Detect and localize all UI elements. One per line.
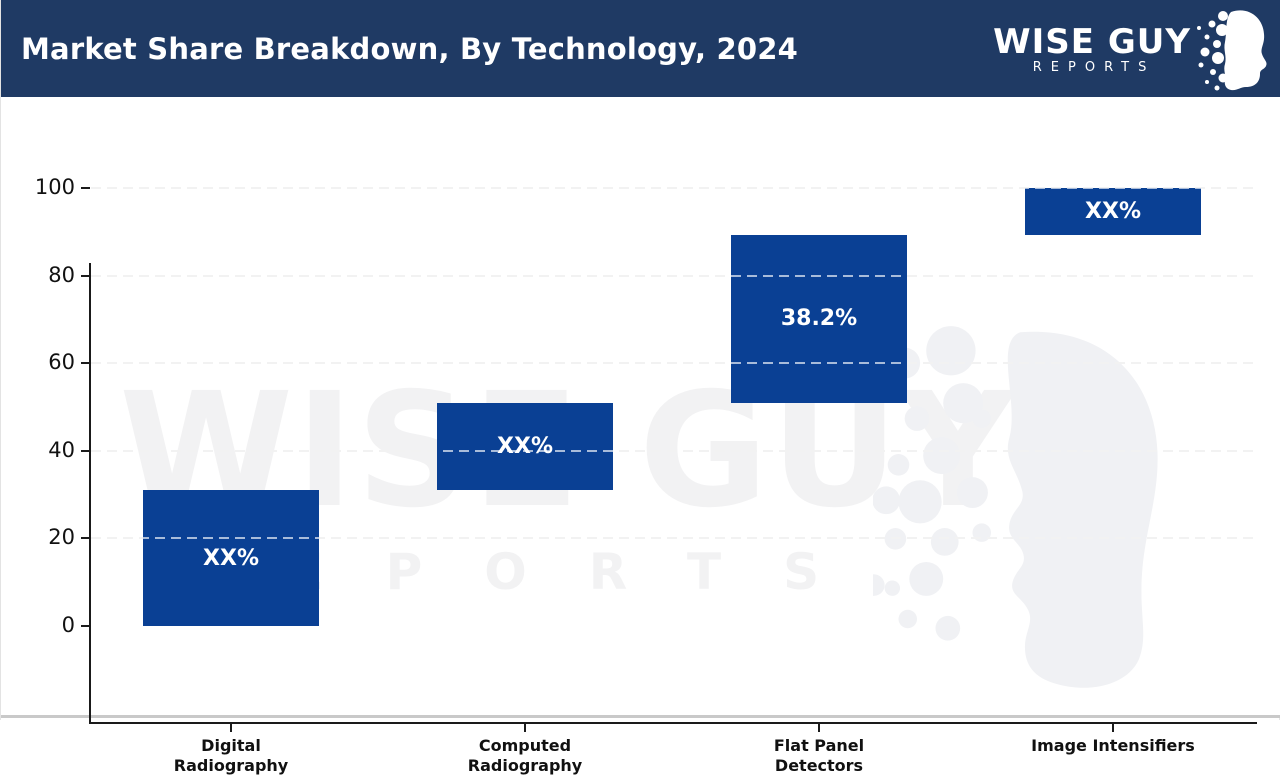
x-tick-label: Digital Radiography	[173, 736, 289, 775]
bar-segment: XX%	[143, 490, 319, 626]
x-tick-mark	[818, 724, 820, 732]
chart-area: WISE GUY REPORTS 020406080100XX%XX%38.2%…	[1, 97, 1280, 775]
bar-segment: XX%	[437, 402, 613, 491]
x-tick-mark	[230, 724, 232, 732]
page-title: Market Share Breakdown, By Technology, 2…	[21, 31, 799, 66]
y-tick-mark	[81, 362, 90, 365]
y-tick-mark	[81, 187, 90, 189]
y-tick-mark	[81, 625, 90, 627]
gridline-overlay	[91, 187, 1257, 189]
gridline-overlay	[91, 274, 1257, 277]
y-axis	[89, 263, 91, 724]
bar-value-label: XX%	[1085, 199, 1141, 225]
header-bar: Market Share Breakdown, By Technology, 2…	[1, 0, 1280, 97]
brand-name: WISE GUY	[993, 22, 1191, 62]
footer-divider	[1, 715, 1280, 718]
x-tick-label: Image Intensifiers	[1031, 736, 1195, 755]
y-tick-label: 20	[48, 525, 75, 550]
brand-head-icon	[1197, 10, 1267, 91]
gridline-overlay	[91, 537, 1257, 540]
bar-segment: XX%	[1025, 188, 1201, 236]
x-tick-mark	[1112, 724, 1114, 732]
bar-segment: 38.2%	[731, 235, 907, 403]
bar-value-label: XX%	[497, 433, 553, 459]
y-tick-label: 60	[48, 350, 75, 375]
brand-logo: WISE GUY REPORTS	[993, 6, 1271, 94]
x-tick-mark	[524, 724, 526, 732]
x-tick-label: Flat Panel Detectors	[773, 736, 865, 775]
bar-value-label: XX%	[203, 545, 259, 571]
y-tick-mark	[81, 537, 90, 540]
brand-subname: REPORTS	[1032, 60, 1156, 75]
y-tick-mark	[81, 449, 90, 452]
y-tick-label: 80	[48, 262, 75, 287]
gridline-overlay	[91, 449, 1257, 452]
x-tick-label: Computed Radiography	[467, 736, 583, 775]
y-tick-label: 0	[61, 613, 75, 637]
y-tick-mark	[81, 274, 90, 277]
gridline-overlay	[91, 362, 1257, 365]
x-axis	[89, 722, 1257, 724]
watermark-head-icon	[873, 326, 1158, 688]
y-tick-label: 40	[48, 437, 75, 462]
y-tick-label: 100	[34, 175, 75, 199]
bar-value-label: 38.2%	[780, 306, 858, 332]
